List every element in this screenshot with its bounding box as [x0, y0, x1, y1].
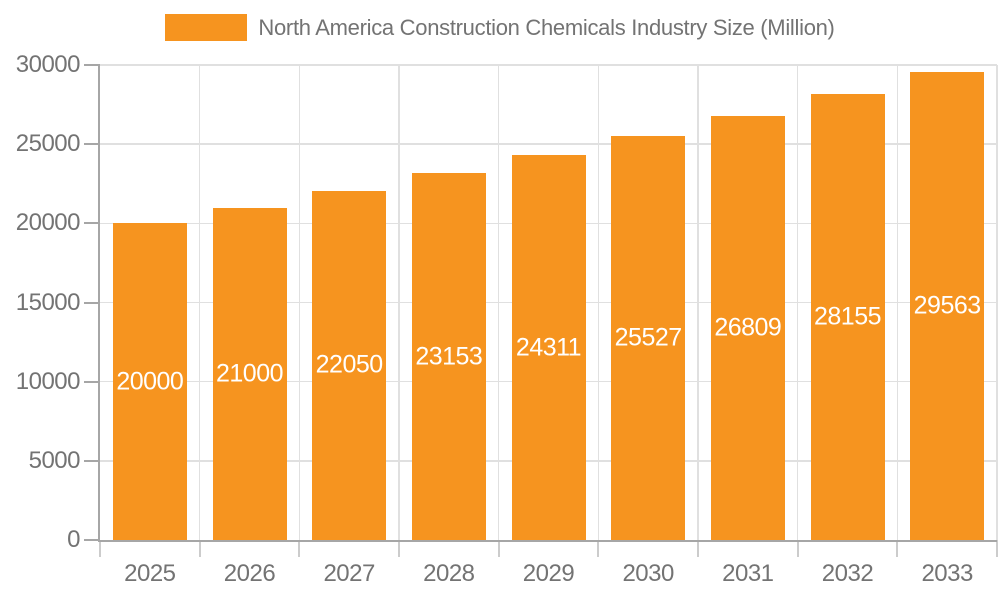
- bar-value-label: 22050: [315, 350, 384, 379]
- y-tick-mark: [84, 301, 100, 304]
- bar[interactable]: [910, 71, 985, 540]
- y-tick-mark: [84, 380, 100, 383]
- x-tick-label: 2032: [821, 560, 874, 587]
- x-tick-mark: [697, 540, 699, 557]
- h-gridline: [100, 143, 997, 145]
- x-axis-line: [98, 540, 997, 542]
- y-tick-mark: [84, 539, 100, 541]
- bar[interactable]: [511, 155, 586, 540]
- v-gridline: [497, 65, 500, 540]
- bar-value-label: 23153: [415, 342, 483, 371]
- bar[interactable]: [312, 190, 387, 540]
- bar[interactable]: [112, 223, 187, 540]
- v-gridline: [597, 65, 600, 540]
- x-tick-mark: [99, 540, 101, 557]
- x-tick-label: 2031: [722, 560, 774, 587]
- bar[interactable]: [710, 115, 785, 540]
- x-tick-label: 2030: [622, 560, 674, 587]
- y-tick-mark: [84, 459, 100, 462]
- y-tick-label: 0: [67, 526, 80, 553]
- v-gridline: [697, 65, 699, 540]
- x-tick-label: 2033: [921, 560, 973, 587]
- v-gridline: [298, 65, 301, 540]
- y-tick-mark: [84, 222, 100, 225]
- bar[interactable]: [611, 135, 686, 540]
- x-tick-label: 2026: [223, 560, 276, 587]
- x-tick-mark: [398, 540, 400, 557]
- y-tick-label: 10000: [15, 367, 81, 395]
- x-tick-mark: [796, 540, 799, 557]
- y-tick-label: 20000: [15, 209, 81, 237]
- y-tick-label: 5000: [28, 446, 81, 474]
- bar-value-label: 29563: [913, 291, 982, 320]
- bar-value-label: 28155: [813, 302, 882, 331]
- bar[interactable]: [810, 94, 885, 540]
- bar-value-label: 24311: [515, 333, 582, 362]
- bar-value-label: 26809: [714, 313, 782, 342]
- x-tick-label: 2025: [124, 560, 176, 587]
- v-gridline: [896, 65, 899, 540]
- x-tick-mark: [298, 540, 301, 557]
- y-tick-mark: [84, 143, 100, 146]
- bar[interactable]: [411, 173, 486, 540]
- bar[interactable]: [212, 207, 287, 540]
- legend[interactable]: North America Construction Chemicals Ind…: [0, 14, 1000, 41]
- x-tick-mark: [996, 540, 998, 557]
- v-gridline: [398, 65, 400, 540]
- y-tick-label: 25000: [15, 130, 81, 158]
- x-tick-mark: [198, 540, 201, 557]
- x-tick-mark: [597, 540, 600, 557]
- x-tick-label: 2027: [323, 560, 375, 587]
- v-gridline: [796, 65, 799, 540]
- bar-value-label: 21000: [215, 359, 284, 388]
- x-tick-label: 2029: [522, 560, 575, 587]
- plot-area: 20000 21000 22050 23153 24311 25527 26809 28155…: [98, 64, 998, 542]
- bar-value-label: 20000: [116, 367, 184, 396]
- y-axis-line: [98, 65, 100, 542]
- legend-swatch-icon: [165, 14, 248, 41]
- v-gridline: [198, 65, 201, 540]
- x-tick-mark: [497, 540, 500, 557]
- legend-label: North America Construction Chemicals Ind…: [258, 14, 835, 40]
- bar-value-label: 25527: [614, 323, 683, 352]
- x-tick-mark: [896, 540, 899, 557]
- y-tick-mark: [84, 64, 100, 66]
- v-gridline: [996, 65, 998, 540]
- y-tick-label: 30000: [15, 51, 81, 78]
- x-tick-label: 2028: [423, 560, 475, 587]
- h-gridline: [100, 64, 997, 66]
- y-tick-label: 15000: [15, 288, 81, 316]
